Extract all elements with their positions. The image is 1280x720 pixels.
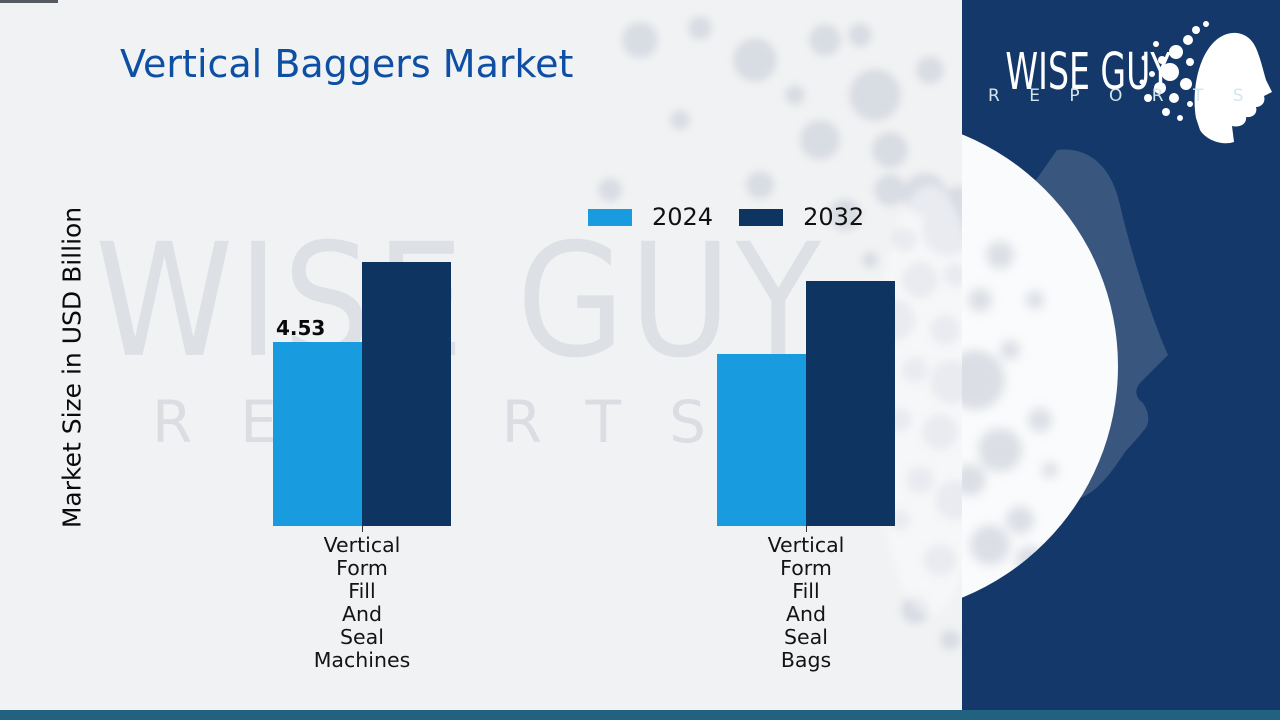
brand-panel bbox=[962, 0, 1280, 720]
legend: 2024 2032 bbox=[588, 203, 864, 231]
y-axis-label: Market Size in USD Billion bbox=[57, 206, 87, 529]
logo-head-icon bbox=[1139, 21, 1272, 144]
legend-item-2032: 2032 bbox=[739, 203, 864, 231]
background-watermark-text: WISE GUY bbox=[95, 210, 826, 394]
legend-item-2024: 2024 bbox=[588, 203, 713, 231]
bar-2032-group2 bbox=[806, 281, 895, 526]
x-axis-tick bbox=[806, 526, 807, 532]
legend-swatch-2024 bbox=[588, 208, 632, 226]
logo-subtext: R E P O R T S bbox=[988, 86, 1256, 106]
category-label-group1: Vertical Form Fill And Seal Machines bbox=[313, 533, 411, 672]
bar-2024-group1 bbox=[273, 342, 362, 526]
bar-value-label: 4.53 bbox=[276, 316, 326, 340]
circle-bubbles bbox=[962, 241, 1058, 574]
bottom-accent-bar bbox=[0, 710, 1280, 720]
bar-2032-group1 bbox=[362, 262, 451, 526]
corner-artifact bbox=[0, 0, 58, 3]
logo-wordmark: WISE GUY bbox=[1005, 44, 1171, 102]
legend-label-2032: 2032 bbox=[803, 203, 865, 231]
legend-label-2024: 2024 bbox=[652, 203, 714, 231]
category-label-group2: Vertical Form Fill And Seal Bags bbox=[767, 533, 845, 672]
x-axis-tick bbox=[362, 526, 363, 532]
bar-2024-group2 bbox=[717, 354, 806, 526]
chart-title: Vertical Baggers Market bbox=[120, 42, 574, 86]
legend-swatch-2032 bbox=[739, 208, 784, 226]
